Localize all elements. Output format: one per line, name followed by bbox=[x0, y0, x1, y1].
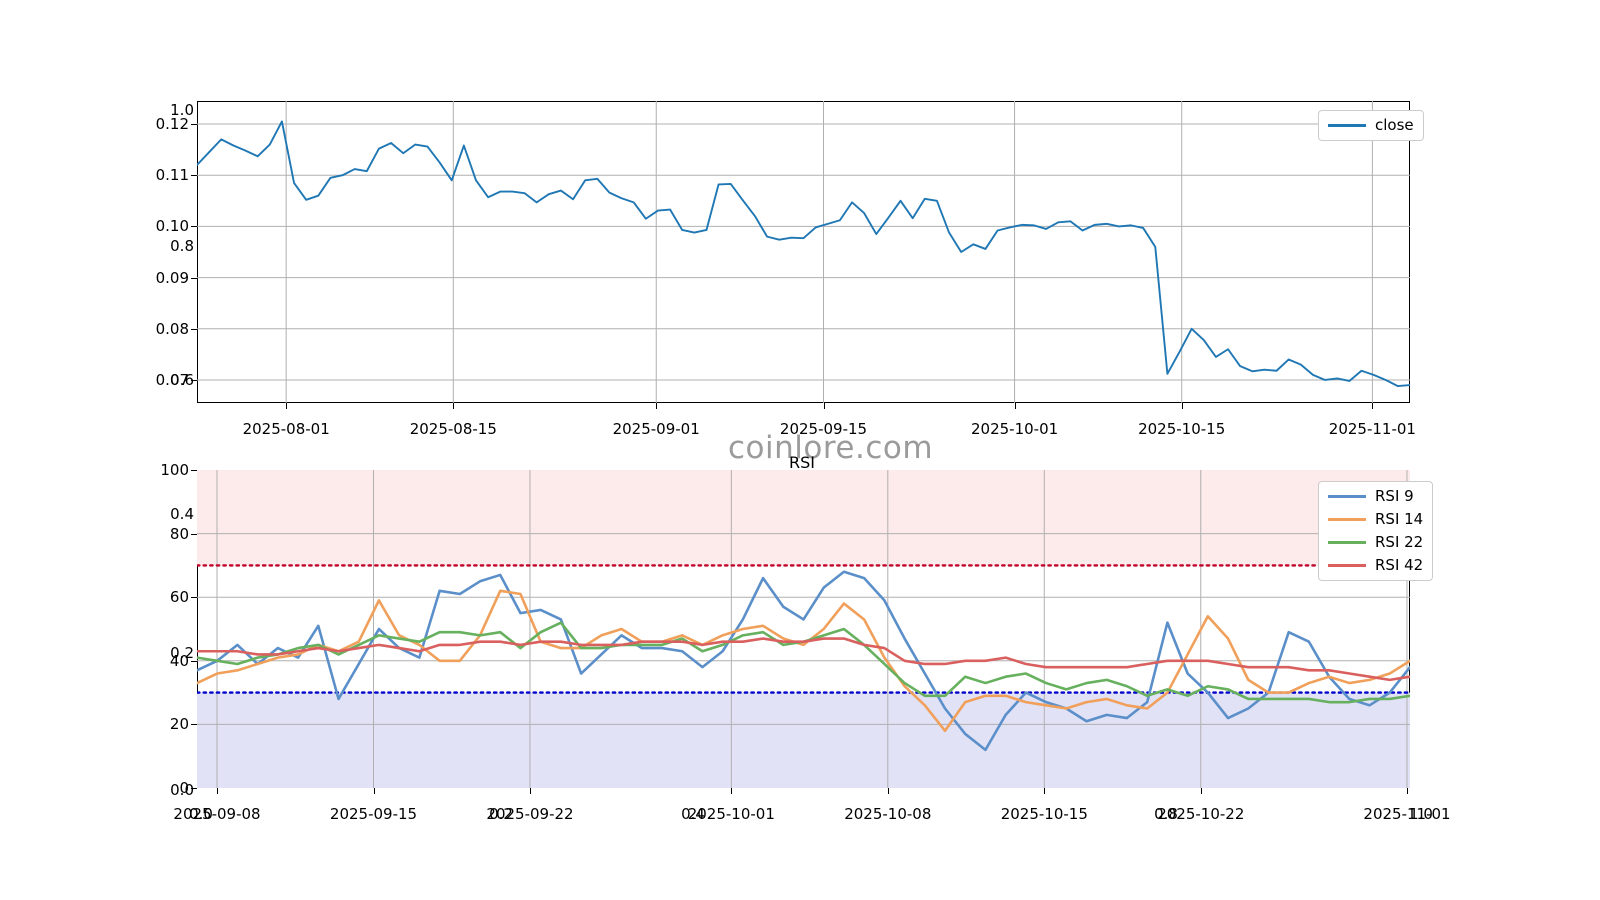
price-y-tick-label: 0.09 bbox=[155, 268, 189, 287]
rsi-x-tickmark bbox=[373, 788, 375, 794]
rsi-y-tick-label: 60 bbox=[169, 588, 189, 607]
rsi-y-tickmark bbox=[191, 533, 197, 535]
price-chart-legend: close bbox=[1318, 110, 1424, 141]
rsi-x-tickmark bbox=[1200, 788, 1202, 794]
rsi-x-tickmark bbox=[1407, 788, 1408, 794]
rsi-chart-legend: RSI 9 RSI 14 RSI 22 RSI 42 bbox=[1318, 481, 1434, 581]
price-x-tick-label: 2025-10-15 bbox=[1138, 420, 1226, 438]
price-x-tick-label: 2025-08-15 bbox=[409, 420, 497, 438]
legend-item[interactable]: close bbox=[1328, 117, 1414, 134]
price-x-tickmark bbox=[656, 403, 658, 409]
legend-item[interactable]: RSI 14 bbox=[1328, 511, 1423, 528]
rsi-y-tick-label: 20 bbox=[169, 715, 189, 734]
rsi-x-overlay-label: 1.0 bbox=[1409, 805, 1433, 823]
rsi-x-tickmark bbox=[887, 788, 889, 794]
rsi-chart-svg bbox=[197, 470, 1410, 788]
price-y-tick-label: 0.08 bbox=[155, 319, 189, 338]
rsi-x-tick-label: 2025-09-08 bbox=[173, 805, 261, 823]
rsi-x-tick-label: 2025-10-08 bbox=[844, 805, 932, 823]
legend-label: RSI 14 bbox=[1375, 510, 1424, 528]
legend-label: RSI 9 bbox=[1375, 487, 1414, 505]
price-y-overlay-label: 0.8 bbox=[170, 237, 194, 255]
legend-color-swatch bbox=[1328, 495, 1366, 498]
price-x-tickmark bbox=[823, 403, 825, 409]
rsi-x-overlay-label: 0.0 bbox=[189, 805, 213, 823]
price-x-tickmark bbox=[286, 403, 288, 409]
price-y-tickmark bbox=[191, 380, 197, 381]
legend-color-swatch bbox=[1328, 518, 1366, 521]
price-x-tick-label: 2025-08-01 bbox=[242, 420, 330, 438]
price-y-tickmark bbox=[191, 226, 197, 228]
rsi-x-tickmark bbox=[530, 788, 531, 794]
rsi-x-overlay-label: 0.8 bbox=[1154, 805, 1178, 823]
price-x-tick-label: 2025-09-01 bbox=[612, 420, 700, 438]
legend-item[interactable]: RSI 42 bbox=[1328, 557, 1423, 574]
legend-color-swatch bbox=[1328, 124, 1366, 127]
legend-item[interactable]: RSI 22 bbox=[1328, 534, 1423, 551]
rsi-x-tick-label: 2025-11-01 bbox=[1363, 805, 1451, 823]
price-x-tick-label: 2025-09-15 bbox=[779, 420, 868, 438]
price-x-tickmark bbox=[453, 403, 455, 409]
rsi-x-tickmark bbox=[731, 788, 733, 794]
rsi-y-tickmark bbox=[191, 597, 197, 599]
legend-label: close bbox=[1375, 116, 1414, 134]
rsi-panel-title: RSI bbox=[789, 453, 815, 472]
rsi-x-tickmark bbox=[1044, 788, 1046, 794]
price-y-tickmark bbox=[191, 277, 197, 279]
price-chart-svg bbox=[197, 101, 1410, 403]
rsi-x-tick-label: 2025-10-15 bbox=[1000, 805, 1088, 823]
rsi-y-tickmark bbox=[191, 788, 197, 789]
legend-label: RSI 22 bbox=[1375, 533, 1424, 551]
rsi-x-overlay-label: 0.2 bbox=[489, 805, 513, 823]
legend-color-swatch bbox=[1328, 564, 1366, 567]
price-y-tick-label: 0.07 bbox=[155, 371, 189, 389]
price-chart-plot-area bbox=[197, 101, 1410, 403]
rsi-x-tick-label: 2025-10-22 bbox=[1157, 805, 1245, 823]
price-x-tick-label: 2025-10-01 bbox=[971, 420, 1059, 438]
rsi-y-overlay-label: 0.4 bbox=[170, 505, 194, 523]
rsi-y-tick-label: 80 bbox=[169, 524, 189, 543]
rsi-x-tick-label: 2025-09-22 bbox=[486, 805, 574, 823]
rsi-x-tick-label: 2025-09-15 bbox=[329, 805, 418, 823]
legend-item[interactable]: RSI 9 bbox=[1328, 488, 1423, 505]
rsi-y-tickmark bbox=[191, 724, 197, 726]
rsi-x-overlay-label: 0.4 bbox=[681, 805, 705, 823]
price-y-overlay-label: 1.0 bbox=[170, 101, 194, 119]
price-y-tick-label: 0.11 bbox=[155, 166, 189, 185]
price-y-tickmark bbox=[191, 328, 197, 330]
price-x-tick-label: 2025-11-01 bbox=[1328, 420, 1416, 438]
price-y-tickmark bbox=[191, 175, 197, 177]
price-x-tickmark bbox=[1014, 403, 1016, 409]
price-y-tickmark bbox=[191, 124, 197, 125]
price-y-tick-label: 0.12 bbox=[155, 115, 189, 133]
rsi-x-tickmark bbox=[217, 788, 218, 794]
legend-color-swatch bbox=[1328, 541, 1366, 544]
price-x-tickmark bbox=[1372, 403, 1374, 409]
rsi-y-overlay-label: 0.2 bbox=[170, 644, 194, 662]
legend-label: RSI 42 bbox=[1375, 556, 1424, 574]
rsi-y-tick-label: 40 bbox=[169, 651, 189, 670]
price-x-tickmark bbox=[1181, 403, 1183, 409]
rsi-y-tickmark bbox=[191, 470, 197, 471]
rsi-y-tickmark bbox=[191, 660, 197, 662]
watermark: coinlore.com bbox=[728, 430, 934, 466]
rsi-x-tick-label: 2025-10-01 bbox=[687, 805, 775, 823]
price-y-overlay-label: 0.6 bbox=[170, 371, 194, 389]
rsi-y-tick-label: 100 bbox=[160, 461, 189, 479]
rsi-y-overlay-label: 0.0 bbox=[170, 781, 194, 799]
price-y-tick-label: 0.10 bbox=[155, 217, 189, 236]
rsi-y-tick-label: 0 bbox=[179, 779, 189, 797]
